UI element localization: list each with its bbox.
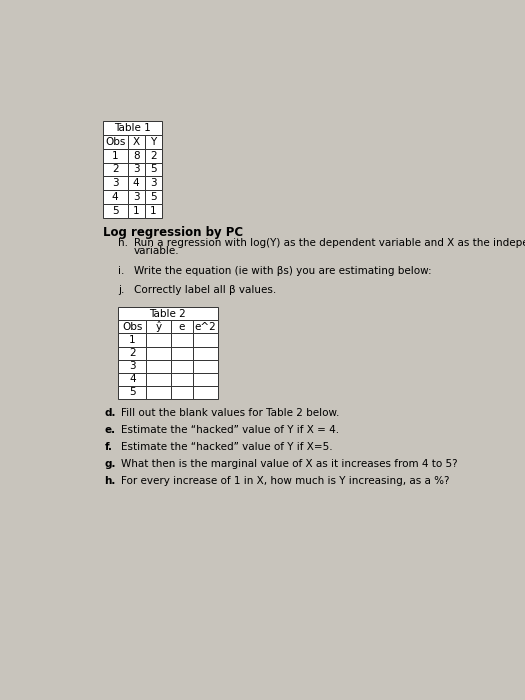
Bar <box>118 360 146 372</box>
Bar <box>193 360 217 372</box>
Text: 5: 5 <box>150 193 156 202</box>
Bar <box>171 333 193 346</box>
Text: d.: d. <box>104 408 116 418</box>
Text: 2: 2 <box>150 150 156 160</box>
Text: 2: 2 <box>112 164 119 174</box>
Text: g.: g. <box>104 459 116 469</box>
Bar <box>193 346 217 360</box>
Text: Obs: Obs <box>105 136 125 147</box>
Bar <box>118 386 146 399</box>
Bar <box>193 386 217 399</box>
Text: h.: h. <box>104 476 116 486</box>
Text: 3: 3 <box>133 193 140 202</box>
Text: 4: 4 <box>112 193 119 202</box>
Bar <box>118 307 217 321</box>
Bar <box>146 372 171 386</box>
Bar <box>145 148 162 162</box>
Bar <box>128 135 145 148</box>
Text: 3: 3 <box>150 178 156 188</box>
Text: 5: 5 <box>112 206 119 216</box>
Text: Run a regression with log(Y) as the dependent variable and X as the independent: Run a regression with log(Y) as the depe… <box>134 238 525 248</box>
Bar <box>171 321 193 333</box>
Text: 1: 1 <box>150 206 156 216</box>
Text: f.: f. <box>104 442 112 452</box>
Bar <box>103 162 128 176</box>
Bar <box>146 360 171 372</box>
Bar <box>145 162 162 176</box>
Text: variable.: variable. <box>134 246 180 256</box>
Text: e: e <box>178 322 185 332</box>
Bar <box>171 360 193 372</box>
Text: e.: e. <box>104 425 116 435</box>
Text: 1: 1 <box>133 206 140 216</box>
Text: Correctly label all β values.: Correctly label all β values. <box>134 285 276 295</box>
Bar <box>103 176 128 190</box>
Bar <box>193 372 217 386</box>
Bar <box>128 148 145 162</box>
Bar <box>145 176 162 190</box>
Text: i.: i. <box>118 266 125 276</box>
Text: 1: 1 <box>129 335 135 345</box>
Bar <box>103 121 162 135</box>
Text: Write the equation (ie with βs) you are estimating below:: Write the equation (ie with βs) you are … <box>134 266 432 276</box>
Text: Estimate the “hacked” value of Y if X=5.: Estimate the “hacked” value of Y if X=5. <box>121 442 333 452</box>
Text: Y: Y <box>150 136 156 147</box>
Text: 4: 4 <box>129 374 135 384</box>
Bar <box>118 321 146 333</box>
Bar <box>103 148 128 162</box>
Bar <box>118 346 146 360</box>
Text: X: X <box>133 136 140 147</box>
Text: Obs: Obs <box>122 322 142 332</box>
Text: 2: 2 <box>129 348 135 358</box>
Text: 1: 1 <box>112 150 119 160</box>
Bar <box>128 176 145 190</box>
Text: 5: 5 <box>150 164 156 174</box>
Text: 8: 8 <box>133 150 140 160</box>
Bar <box>171 386 193 399</box>
Text: Estimate the “hacked” value of Y if X = 4.: Estimate the “hacked” value of Y if X = … <box>121 425 340 435</box>
Text: Table 2: Table 2 <box>150 309 186 318</box>
Text: What then is the marginal value of X as it increases from 4 to 5?: What then is the marginal value of X as … <box>121 459 458 469</box>
Text: 3: 3 <box>112 178 119 188</box>
Bar <box>128 190 145 204</box>
Text: h.: h. <box>118 238 128 248</box>
Bar <box>118 333 146 346</box>
Bar <box>146 321 171 333</box>
Text: j.: j. <box>118 285 125 295</box>
Bar <box>128 162 145 176</box>
Bar <box>146 386 171 399</box>
Bar <box>128 204 145 218</box>
Text: ŷ: ŷ <box>155 321 162 332</box>
Bar <box>103 190 128 204</box>
Bar <box>146 333 171 346</box>
Text: 3: 3 <box>129 361 135 371</box>
Bar <box>145 135 162 148</box>
Bar <box>171 372 193 386</box>
Bar <box>146 346 171 360</box>
Bar <box>103 135 128 148</box>
Text: Fill out the blank values for Table 2 below.: Fill out the blank values for Table 2 be… <box>121 408 340 418</box>
Bar <box>145 204 162 218</box>
Text: e^2: e^2 <box>194 322 216 332</box>
Text: Log regression by PC: Log regression by PC <box>103 225 243 239</box>
Text: 3: 3 <box>133 164 140 174</box>
Bar <box>193 321 217 333</box>
Text: For every increase of 1 in X, how much is Y increasing, as a %?: For every increase of 1 in X, how much i… <box>121 476 450 486</box>
Text: Table 1: Table 1 <box>114 123 151 133</box>
Bar <box>193 333 217 346</box>
Text: 5: 5 <box>129 387 135 398</box>
Bar <box>171 346 193 360</box>
Bar <box>118 372 146 386</box>
Bar <box>145 190 162 204</box>
Text: 4: 4 <box>133 178 140 188</box>
Bar <box>103 204 128 218</box>
